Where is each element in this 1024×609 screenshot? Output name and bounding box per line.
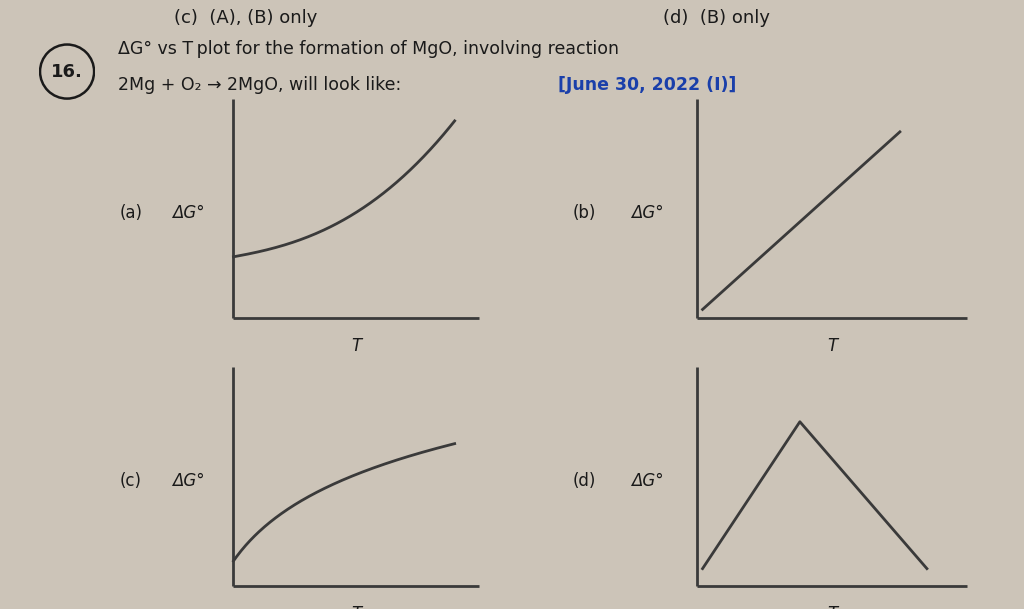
- Text: T: T: [351, 605, 361, 609]
- Text: ΔG°: ΔG°: [172, 204, 205, 222]
- Text: ΔG°: ΔG°: [631, 204, 664, 222]
- Text: (a): (a): [120, 204, 142, 222]
- Text: (d)  (B) only: (d) (B) only: [664, 9, 770, 27]
- Text: 2Mg + O₂ → 2MgO, will look like:: 2Mg + O₂ → 2MgO, will look like:: [118, 76, 401, 94]
- Text: ΔG° vs T plot for the formation of MgO, involving reaction: ΔG° vs T plot for the formation of MgO, …: [118, 40, 618, 58]
- Text: (b): (b): [572, 204, 596, 222]
- Text: 16.: 16.: [51, 63, 83, 80]
- Text: T: T: [351, 337, 361, 354]
- Text: T: T: [827, 337, 838, 354]
- Text: T: T: [827, 605, 838, 609]
- Text: (d): (d): [572, 472, 596, 490]
- Text: [June 30, 2022 (I)]: [June 30, 2022 (I)]: [558, 76, 736, 94]
- Text: (c): (c): [120, 472, 142, 490]
- Text: ΔG°: ΔG°: [631, 472, 664, 490]
- Text: ΔG°: ΔG°: [172, 472, 205, 490]
- Text: (c)  (A), (B) only: (c) (A), (B) only: [174, 9, 317, 27]
